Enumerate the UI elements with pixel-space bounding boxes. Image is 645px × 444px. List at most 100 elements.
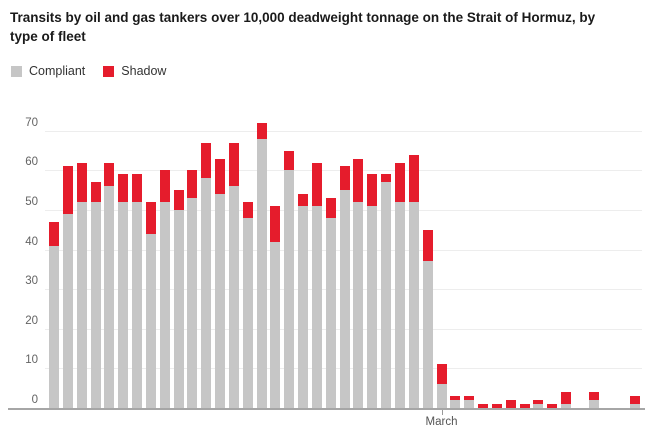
bar-segment-compliant — [242, 217, 253, 408]
bar-segment-shadow — [270, 206, 281, 242]
y-axis-label-0: 0 — [31, 394, 38, 406]
bar-segment-shadow — [436, 364, 447, 385]
legend-item-shadow: Shadow — [103, 64, 166, 78]
bar-segment-compliant — [450, 400, 461, 408]
bar-segment-shadow — [519, 404, 530, 408]
bar-7 — [132, 174, 143, 408]
bar-segment-shadow — [478, 404, 489, 408]
bar-22 — [339, 166, 350, 408]
bar-segment-compliant — [62, 213, 73, 408]
bar-28 — [422, 229, 433, 408]
bar-segment-shadow — [215, 158, 226, 195]
bar-segment-compliant — [436, 384, 447, 408]
bar-segment-compliant — [215, 194, 226, 408]
y-axis-label-60: 60 — [25, 156, 38, 169]
bar-segment-shadow — [353, 158, 364, 203]
bar-segment-shadow — [450, 396, 461, 401]
bar-43 — [630, 396, 641, 408]
bar-segment-compliant — [228, 186, 239, 408]
bar-segment-compliant — [408, 202, 419, 408]
bar-segment-shadow — [242, 202, 253, 218]
bar-segment-shadow — [339, 166, 350, 191]
bar-segment-compliant — [381, 182, 392, 408]
bar-segment-compliant — [325, 217, 336, 408]
bar-segment-shadow — [505, 400, 516, 408]
bar-segment-compliant — [159, 202, 170, 408]
bar-segment-compliant — [588, 400, 599, 408]
bar-32 — [478, 404, 489, 408]
bar-segment-shadow — [49, 221, 59, 246]
bar-segment-shadow — [62, 166, 73, 214]
bar-8 — [145, 202, 156, 408]
bar-segment-shadow — [491, 404, 502, 408]
bar-segment-shadow — [311, 162, 322, 207]
bar-segment-compliant — [145, 233, 156, 408]
bar-31 — [464, 396, 475, 408]
bar-segment-shadow — [90, 182, 101, 203]
bar-segment-compliant — [422, 261, 433, 408]
bar-segment-compliant — [76, 202, 87, 408]
bar-10 — [173, 190, 184, 408]
bar-segment-shadow — [381, 174, 392, 183]
bar-segment-shadow — [76, 162, 87, 203]
bar-1 — [49, 221, 59, 408]
bar-4 — [90, 182, 101, 408]
bar-16 — [256, 122, 267, 408]
bar-segment-shadow — [159, 170, 170, 203]
bar-segment-compliant — [256, 138, 267, 408]
bar-20 — [311, 162, 322, 408]
bar-segment-compliant — [464, 400, 475, 408]
bar-18 — [284, 150, 295, 408]
y-axis-label-30: 30 — [25, 275, 38, 288]
bar-segment-compliant — [298, 206, 309, 408]
y-axis-label-20: 20 — [25, 314, 38, 327]
bar-9 — [159, 170, 170, 408]
bar-segment-shadow — [533, 400, 544, 405]
bar-segment-compliant — [311, 206, 322, 408]
bar-segment-shadow — [367, 174, 378, 207]
shadow-swatch-icon — [103, 65, 115, 77]
legend-item-compliant: Compliant — [11, 64, 85, 78]
compliant-swatch-icon — [11, 65, 22, 77]
bar-segment-compliant — [339, 190, 350, 408]
y-axis-label-10: 10 — [25, 354, 38, 367]
bar-segment-shadow — [325, 198, 336, 218]
bar-segment-compliant — [118, 202, 129, 408]
bar-segment-shadow — [422, 229, 433, 262]
bar-11 — [187, 170, 198, 408]
bar-segment-compliant — [187, 198, 198, 408]
bar-26 — [395, 162, 405, 408]
bar-34 — [505, 400, 516, 408]
bar-13 — [215, 158, 226, 408]
bar-segment-shadow — [228, 142, 239, 187]
legend: Compliant Shadow — [11, 64, 166, 78]
bar-33 — [491, 404, 502, 408]
bar-segment-compliant — [270, 241, 281, 408]
bar-segment-shadow — [132, 174, 143, 203]
bar-segment-shadow — [201, 142, 212, 179]
bar-37 — [547, 404, 558, 408]
bar-segment-compliant — [367, 206, 378, 408]
bar-segment-compliant — [284, 170, 295, 408]
bar-24 — [367, 174, 378, 408]
bar-segment-shadow — [395, 162, 405, 203]
bar-30 — [450, 396, 461, 408]
x-axis-tick — [441, 410, 443, 415]
bar-15 — [242, 202, 253, 408]
bar-21 — [325, 198, 336, 408]
bar-19 — [298, 194, 309, 408]
bar-segment-shadow — [173, 190, 184, 210]
bar-3 — [76, 162, 87, 408]
bar-segment-shadow — [588, 392, 599, 401]
bar-12 — [201, 142, 212, 408]
bar-segment-compliant — [104, 186, 115, 408]
bar-segment-shadow — [256, 122, 267, 139]
bar-2 — [62, 166, 73, 408]
bar-14 — [228, 142, 239, 408]
bar-27 — [408, 154, 419, 408]
bar-40 — [588, 392, 599, 408]
bar-5 — [104, 162, 115, 408]
bar-23 — [353, 158, 364, 408]
y-axis-label-70: 70 — [25, 116, 38, 129]
